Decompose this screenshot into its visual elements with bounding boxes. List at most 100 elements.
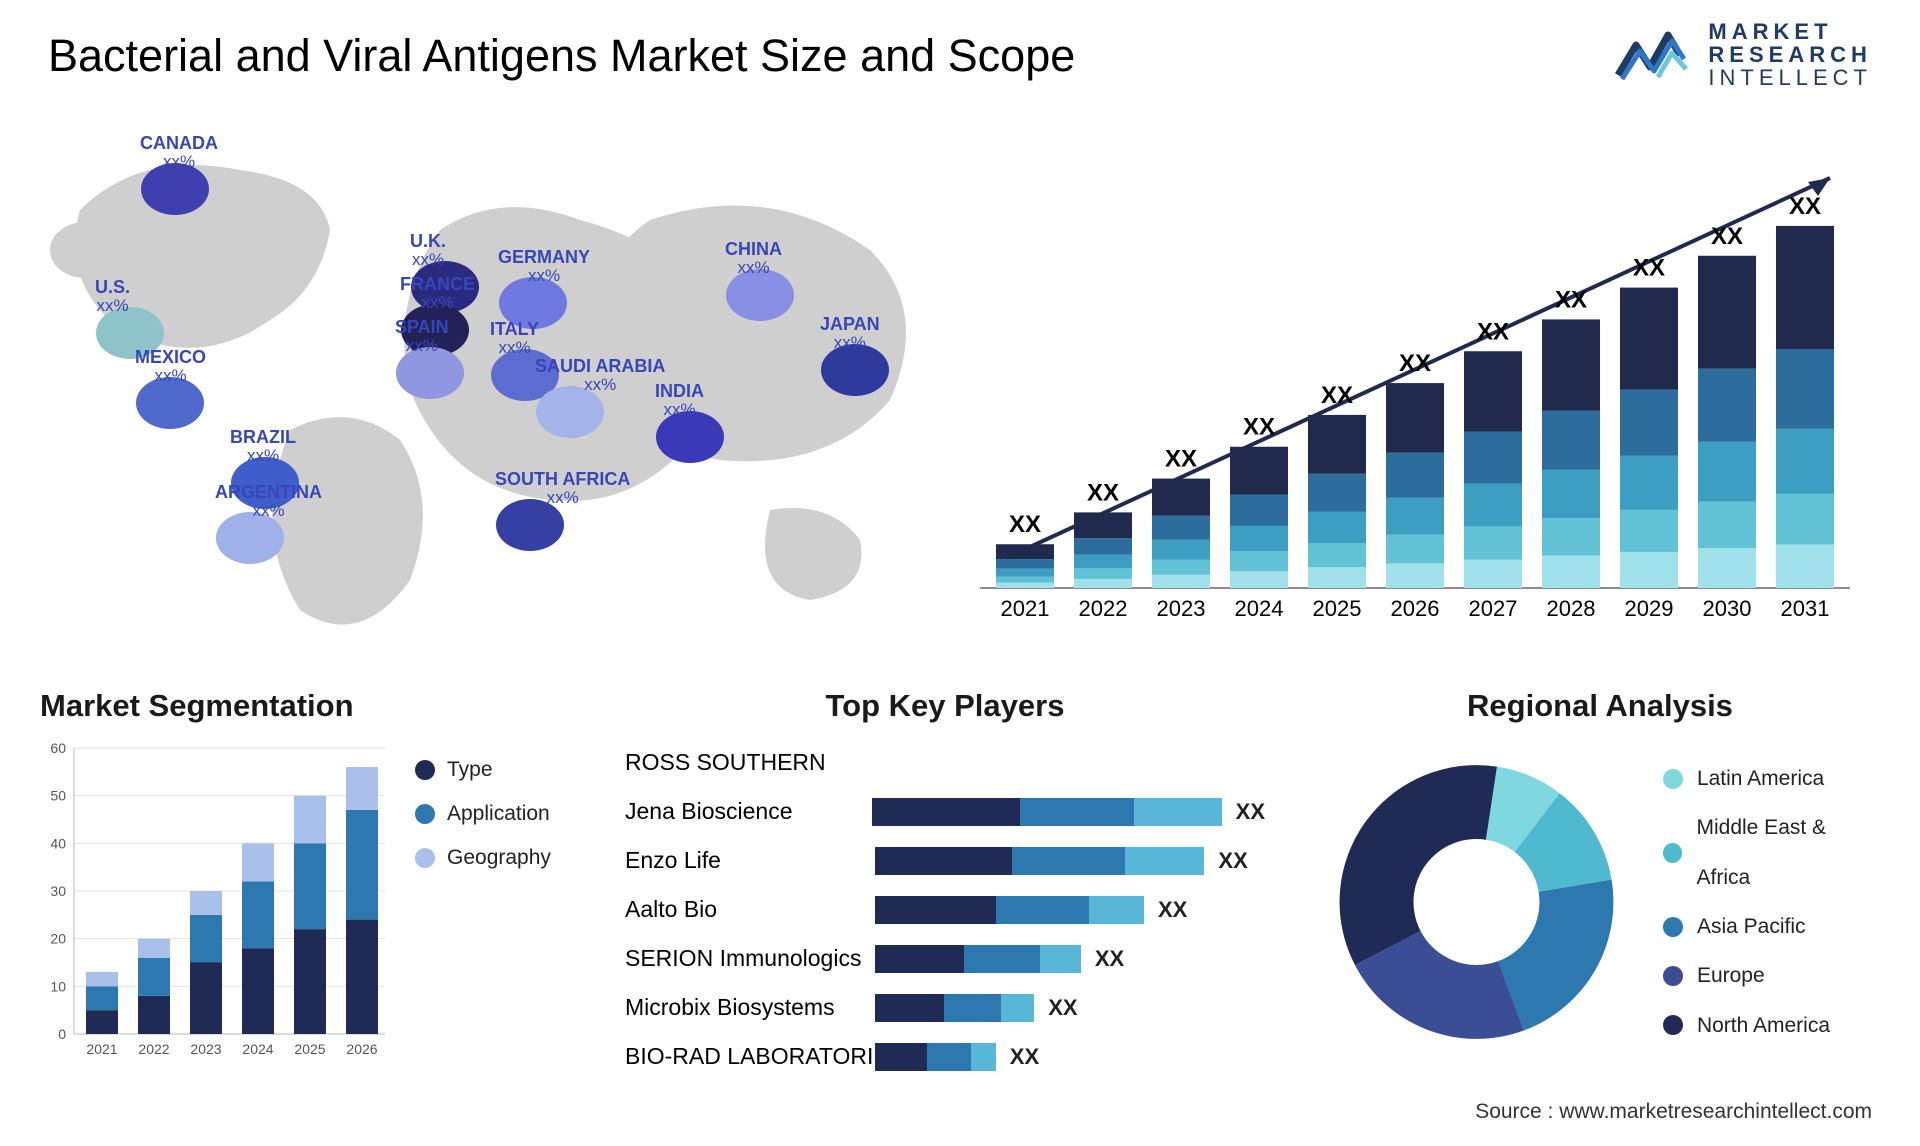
key-player-bar (875, 945, 1081, 973)
svg-text:XX: XX (1789, 193, 1821, 220)
legend-item: Type (415, 748, 551, 792)
key-player-name: Enzo Life (625, 847, 875, 874)
svg-text:30: 30 (50, 883, 66, 899)
legend-item: Middle East & Africa (1663, 803, 1880, 902)
key-player-row: BIO-RAD LABORATORIES XX (625, 1032, 1265, 1081)
svg-text:2024: 2024 (242, 1041, 273, 1057)
key-player-row: SERION Immunologics XX (625, 934, 1265, 983)
svg-text:XX: XX (1399, 350, 1431, 377)
key-player-row: Enzo Life XX (625, 836, 1265, 885)
world-map: CANADAxx% U.S.xx%MEXICOxx% BRAZILxx% ARGENT… (40, 130, 930, 650)
map-label: CANADAxx% (140, 134, 218, 171)
svg-text:50: 50 (50, 788, 66, 804)
regional-section: Regional Analysis Latin AmericaMiddle Ea… (1320, 688, 1880, 1062)
map-label: FRANCExx% (400, 275, 475, 312)
svg-text:2025: 2025 (1313, 596, 1362, 621)
key-player-row: Aalto Bio XX (625, 885, 1265, 934)
key-player-value: XX (1236, 799, 1265, 825)
key-player-row: Jena Bioscience XX (625, 787, 1265, 836)
key-player-name: Microbix Biosystems (625, 994, 875, 1021)
key-player-row: Microbix Biosystems XX (625, 983, 1265, 1032)
svg-text:XX: XX (1477, 318, 1509, 345)
svg-text:XX: XX (1633, 255, 1665, 282)
key-player-value: XX (1158, 897, 1187, 923)
map-label: BRAZILxx% (230, 428, 296, 465)
svg-text:2029: 2029 (1625, 596, 1674, 621)
key-player-bar (875, 896, 1144, 924)
svg-text:2025: 2025 (294, 1041, 325, 1057)
key-players-section: Top Key Players ROSS SOUTHERN Jena Biosci… (625, 688, 1265, 1081)
svg-text:2030: 2030 (1703, 596, 1752, 621)
map-label: INDIAxx% (655, 382, 704, 419)
key-player-name: BIO-RAD LABORATORIES (625, 1043, 875, 1070)
world-map-svg (40, 130, 930, 650)
map-label: SAUDI ARABIAxx% (535, 357, 665, 394)
svg-text:XX: XX (1165, 446, 1197, 473)
svg-text:2021: 2021 (86, 1041, 117, 1057)
svg-text:2022: 2022 (1079, 596, 1128, 621)
segmentation-legend: TypeApplicationGeography (415, 748, 551, 880)
key-player-name: SERION Immunologics (625, 945, 875, 972)
map-label: U.K.xx% (410, 232, 446, 269)
page-title: Bacterial and Viral Antigens Market Size… (48, 30, 1075, 82)
source-label: Source : www.marketresearchintellect.com (1475, 1100, 1872, 1124)
legend-item: Europe (1663, 951, 1880, 1000)
svg-text:2022: 2022 (138, 1041, 169, 1057)
key-player-bar (875, 994, 1034, 1022)
key-player-value: XX (1218, 848, 1247, 874)
svg-text:2027: 2027 (1469, 596, 1518, 621)
svg-text:XX: XX (1711, 223, 1743, 250)
forecast-chart: XX 2021 XX 2022 XX 2023 XX 2024 XX 2025 XX 2026 XX 20… (980, 150, 1850, 630)
svg-text:10: 10 (50, 978, 66, 994)
map-label: SPAINxx% (395, 318, 449, 355)
map-label: JAPANxx% (820, 315, 880, 352)
key-player-name: ROSS SOUTHERN (625, 749, 875, 776)
segmentation-chart: 0102030405060202120222023202420252026 (40, 734, 385, 1064)
svg-text:2023: 2023 (190, 1041, 221, 1057)
svg-text:2024: 2024 (1235, 596, 1284, 621)
svg-text:0: 0 (58, 1026, 66, 1042)
regional-title: Regional Analysis (1320, 688, 1880, 724)
svg-text:2028: 2028 (1547, 596, 1596, 621)
svg-text:XX: XX (1321, 382, 1353, 409)
logo-line3: INTELLECT (1708, 66, 1872, 89)
regional-donut (1320, 742, 1633, 1062)
key-player-name: Jena Bioscience (625, 798, 872, 825)
key-player-value: XX (1048, 995, 1077, 1021)
map-label: SOUTH AFRICAxx% (495, 470, 630, 507)
logo-mark-icon (1614, 25, 1694, 85)
legend-item: North America (1663, 1001, 1880, 1050)
key-player-name: Aalto Bio (625, 896, 875, 923)
brand-logo: MARKET RESEARCH INTELLECT (1614, 20, 1872, 89)
key-player-value: XX (1095, 946, 1124, 972)
key-players-list: ROSS SOUTHERN Jena Bioscience XX Enzo Life X… (625, 738, 1265, 1081)
logo-line2: RESEARCH (1708, 43, 1872, 66)
map-label: ITALYxx% (490, 320, 539, 357)
map-label: U.S.xx% (95, 278, 130, 315)
map-label: CHINAxx% (725, 240, 782, 277)
map-label: GERMANYxx% (498, 248, 590, 285)
svg-text:2023: 2023 (1157, 596, 1206, 621)
legend-item: Latin America (1663, 754, 1880, 803)
key-player-value: XX (1010, 1044, 1039, 1070)
segmentation-title: Market Segmentation (40, 688, 580, 724)
legend-item: Application (415, 792, 551, 836)
svg-text:2026: 2026 (1391, 596, 1440, 621)
logo-line1: MARKET (1708, 20, 1872, 43)
svg-text:XX: XX (1009, 511, 1041, 538)
map-label: ARGENTINAxx% (215, 483, 322, 520)
legend-item: Geography (415, 836, 551, 880)
key-players-title: Top Key Players (625, 688, 1265, 724)
key-player-bar (872, 798, 1222, 826)
key-player-bar (875, 847, 1204, 875)
key-player-bar (875, 1043, 996, 1071)
map-label: MEXICOxx% (135, 348, 206, 385)
svg-text:2031: 2031 (1781, 596, 1830, 621)
svg-text:XX: XX (1087, 479, 1119, 506)
svg-text:20: 20 (50, 931, 66, 947)
svg-text:2021: 2021 (1001, 596, 1050, 621)
key-player-row: ROSS SOUTHERN (625, 738, 1265, 787)
svg-text:XX: XX (1555, 286, 1587, 313)
legend-item: Asia Pacific (1663, 902, 1880, 951)
svg-text:XX: XX (1243, 414, 1275, 441)
